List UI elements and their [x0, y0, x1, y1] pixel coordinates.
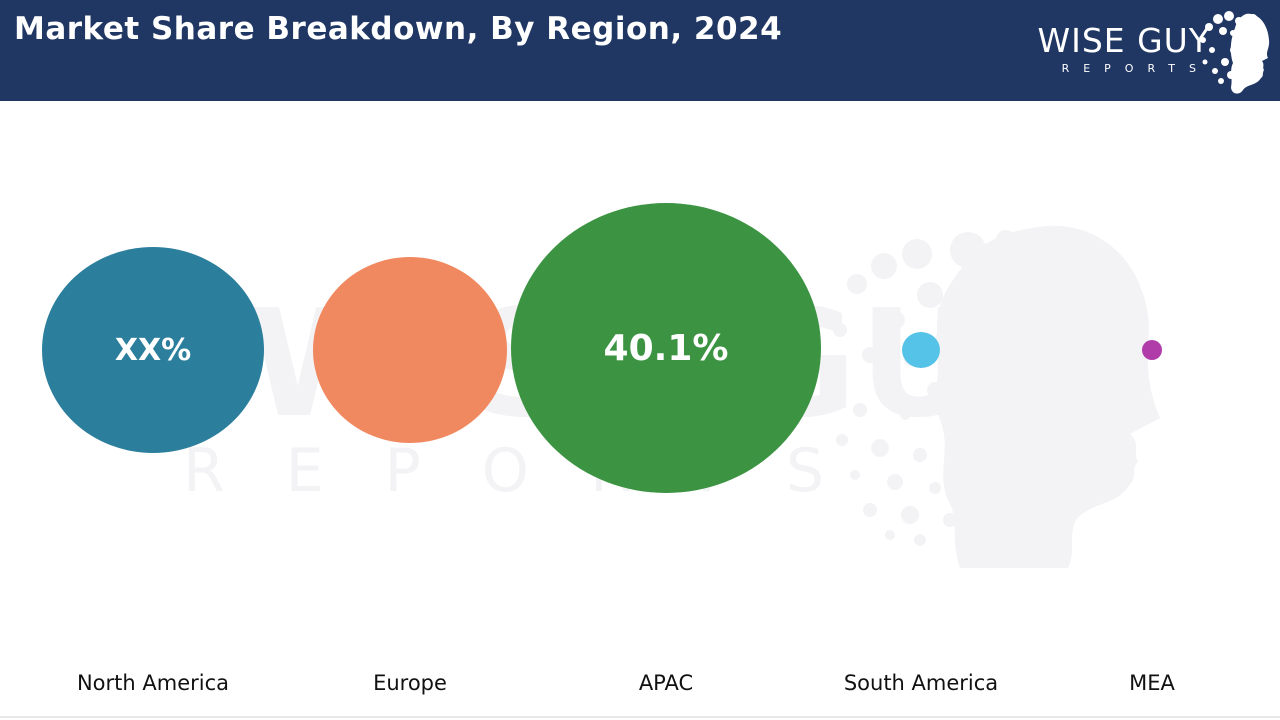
logo-subtitle: REPORTS — [1061, 61, 1210, 75]
category-label-south-america: South America — [843, 671, 999, 695]
page-title: Market Share Breakdown, By Region, 2024 — [14, 11, 783, 47]
watermark-subtitle: REPORTS — [183, 436, 886, 506]
logo-text: WISE GUY REPORTS — [1037, 21, 1210, 75]
wiseguy-logo: WISE GUY REPORTS — [1037, 6, 1272, 98]
bubble-value-label-apac: 40.1% — [603, 327, 729, 369]
watermark-face-icon — [822, 225, 1160, 568]
bubble-europe — [313, 257, 507, 443]
logo-face-icon — [1200, 11, 1270, 94]
bubble-apac: 40.1% — [511, 203, 821, 493]
bubble-value-label-north-america: XX% — [114, 332, 192, 368]
category-label-apac: APAC — [638, 671, 694, 695]
bottom-divider — [0, 716, 1280, 718]
bubble-north-america: XX% — [42, 247, 264, 453]
header-bar: Market Share Breakdown, By Region, 2024 … — [0, 0, 1280, 101]
category-label-mea: MEA — [1129, 671, 1175, 695]
category-label-europe: Europe — [373, 671, 447, 695]
category-label-north-america: North America — [76, 671, 230, 695]
bubble-south-america — [902, 332, 940, 368]
logo-wordmark: WISE GUY — [1037, 21, 1210, 60]
bubble-mea — [1142, 340, 1162, 360]
